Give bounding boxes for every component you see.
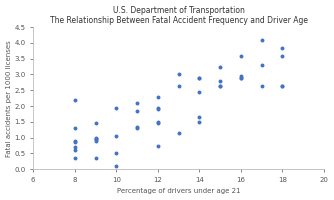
Point [72, 141, 77, 144]
Point [217, 84, 223, 87]
Point [280, 46, 285, 49]
Point [259, 63, 265, 67]
Point [155, 122, 161, 125]
Point [259, 84, 265, 87]
Point [155, 120, 161, 123]
Point [238, 76, 243, 79]
Title: U.S. Department of Transportation
The Relationship Between Fatal Accident Freque: U.S. Department of Transportation The Re… [50, 6, 308, 25]
Point [217, 84, 223, 87]
Point [72, 139, 77, 142]
Point [93, 136, 98, 139]
Point [134, 109, 140, 112]
Point [72, 146, 77, 149]
Point [114, 164, 119, 168]
Point [217, 65, 223, 68]
Point [259, 38, 265, 41]
Point [280, 84, 285, 87]
Point [238, 76, 243, 79]
Point [197, 76, 202, 79]
Point [93, 122, 98, 125]
Point [197, 116, 202, 119]
Point [197, 120, 202, 123]
Point [238, 74, 243, 78]
Point [134, 101, 140, 105]
Point [176, 131, 181, 135]
Point [72, 127, 77, 130]
Point [176, 73, 181, 76]
Point [72, 149, 77, 152]
Point [155, 108, 161, 111]
Point [197, 90, 202, 93]
Point [217, 79, 223, 82]
Point [114, 134, 119, 138]
Point [93, 139, 98, 142]
Point [238, 54, 243, 57]
Point [280, 54, 285, 57]
Point [114, 152, 119, 155]
Point [155, 106, 161, 109]
Point [72, 157, 77, 160]
Point [155, 144, 161, 147]
Point [114, 106, 119, 109]
Point [72, 98, 77, 101]
Point [155, 95, 161, 98]
X-axis label: Percentage of drivers under age 21: Percentage of drivers under age 21 [117, 188, 240, 194]
Point [93, 157, 98, 160]
Point [134, 125, 140, 128]
Point [197, 76, 202, 79]
Point [134, 127, 140, 130]
Point [93, 138, 98, 141]
Point [280, 84, 285, 87]
Y-axis label: Fatal accidents per 1000 licenses: Fatal accidents per 1000 licenses [6, 40, 12, 157]
Point [93, 138, 98, 141]
Point [176, 84, 181, 87]
